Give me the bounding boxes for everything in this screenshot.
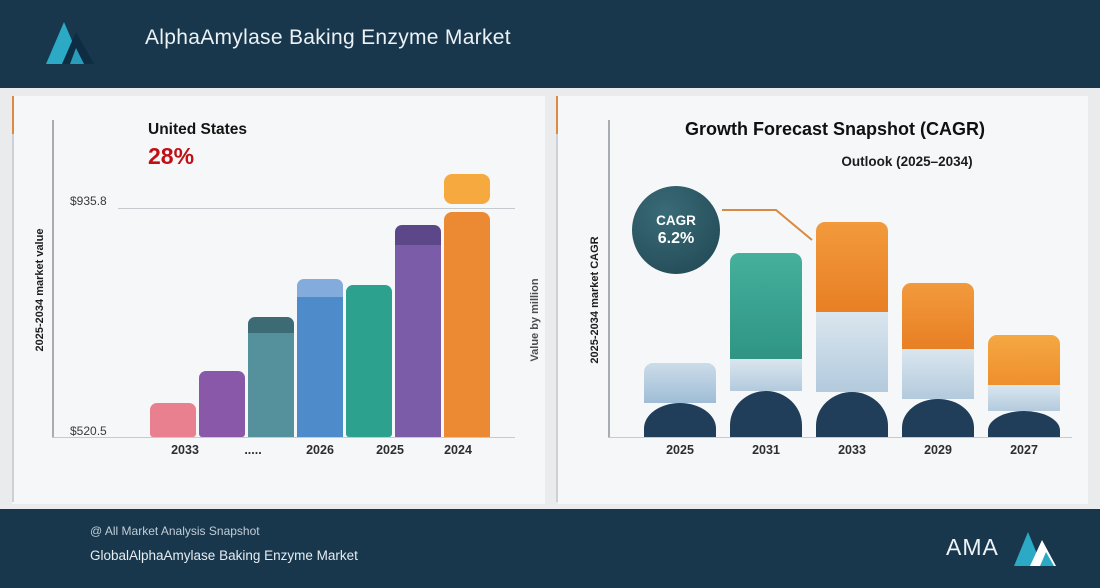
footer-tagline: @ All Market Analysis Snapshot xyxy=(90,524,260,538)
left-gridline-top xyxy=(118,208,515,209)
footer: @ All Market Analysis Snapshot GlobalAlp… xyxy=(0,509,1100,588)
right-chart-title: Growth Forecast Snapshot (CAGR) xyxy=(684,119,985,139)
right-cat-2: 2033 xyxy=(838,443,866,457)
page-title: AlphaAmylase Baking Enzyme Market xyxy=(145,26,511,49)
right-y-axis-line xyxy=(608,120,610,437)
left-cat-1: ..... xyxy=(244,443,262,457)
left-cat-4: 2024 xyxy=(444,443,472,457)
left-y-axis-label: 2025-2034 market value xyxy=(34,228,46,352)
left-cat-2: 2026 xyxy=(306,443,334,457)
cagr-badge: CAGR 6.2% xyxy=(632,186,720,274)
ama-logo-icon xyxy=(40,14,98,77)
left-right-axis-label: Value by million xyxy=(529,278,541,362)
right-cat-4: 2027 xyxy=(1010,443,1038,457)
ama-footer-logo-icon xyxy=(1010,526,1066,575)
left-edge-line xyxy=(12,96,14,502)
right-cat-0: 2025 xyxy=(666,443,694,457)
cagr-label: CAGR xyxy=(656,212,696,228)
header: AlphaAmylase Baking Enzyme Market xyxy=(0,0,1100,88)
left-baseline xyxy=(52,437,515,438)
panel-divider-line xyxy=(556,96,558,502)
left-cat-0: 2033 xyxy=(171,443,199,457)
right-cat-1: 2031 xyxy=(752,443,780,457)
cagr-value: 6.2% xyxy=(657,229,695,247)
left-y-axis-line xyxy=(52,120,54,437)
left-tick-bottom: $520.5 xyxy=(70,424,107,438)
left-tick-top: $935.8 xyxy=(70,194,107,208)
peak-value-label: 935.8 xyxy=(820,242,858,259)
footer-brand-text: AMA xyxy=(946,534,999,560)
footer-market-name: GlobalAlphaAmylase Baking Enzyme Market xyxy=(90,548,358,563)
right-y-axis-label: 2025-2034 market CAGR xyxy=(589,236,601,364)
right-chart-subtitle: Outlook (2025–2034) xyxy=(841,154,973,169)
right-cat-3: 2029 xyxy=(924,443,952,457)
region-label: United States xyxy=(148,121,248,138)
highlight-percent: 28% xyxy=(148,143,195,169)
left-cat-3: 2025 xyxy=(376,443,404,457)
right-baseline xyxy=(608,437,1072,438)
